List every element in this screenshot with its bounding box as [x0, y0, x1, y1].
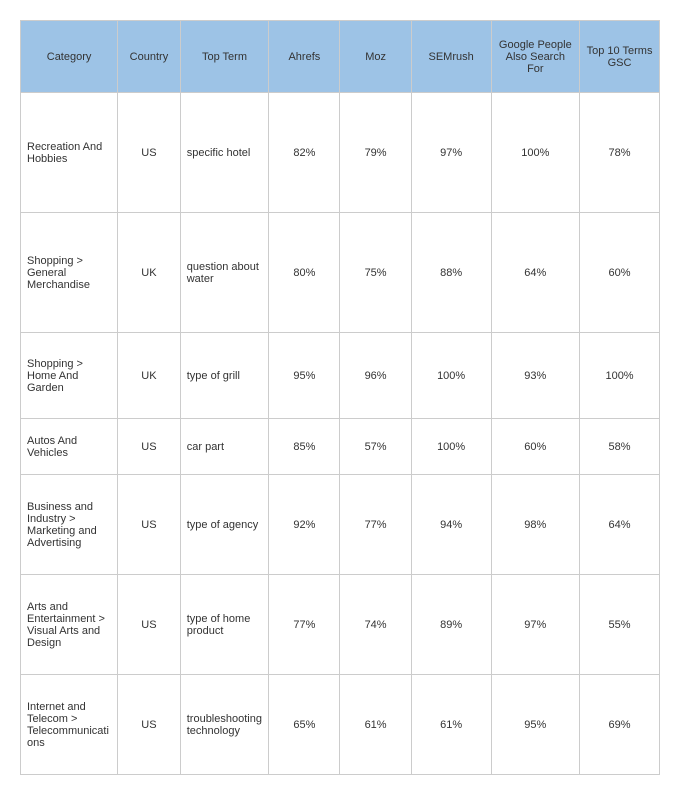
- cell-ahrefs: 80%: [269, 213, 340, 333]
- col-header-semrush: SEMrush: [411, 21, 491, 93]
- cell-semrush: 100%: [411, 333, 491, 419]
- col-header-ahrefs: Ahrefs: [269, 21, 340, 93]
- table-row: Business and Industry > Marketing and Ad…: [21, 475, 660, 575]
- cell-ahrefs: 82%: [269, 93, 340, 213]
- table-row: Arts and Entertainment > Visual Arts and…: [21, 575, 660, 675]
- cell-topterm: type of agency: [180, 475, 269, 575]
- cell-category: Recreation And Hobbies: [21, 93, 118, 213]
- col-header-top10: Top 10 Terms GSC: [580, 21, 660, 93]
- cell-country: US: [118, 675, 181, 775]
- cell-top10: 60%: [580, 213, 660, 333]
- table-row: Autos And Vehicles US car part 85% 57% 1…: [21, 419, 660, 475]
- table-row: Shopping > General Merchandise UK questi…: [21, 213, 660, 333]
- cell-category: Business and Industry > Marketing and Ad…: [21, 475, 118, 575]
- cell-semrush: 100%: [411, 419, 491, 475]
- cell-gpasf: 93%: [491, 333, 580, 419]
- cell-semrush: 88%: [411, 213, 491, 333]
- col-header-moz: Moz: [340, 21, 411, 93]
- cell-ahrefs: 92%: [269, 475, 340, 575]
- col-header-country: Country: [118, 21, 181, 93]
- cell-country: UK: [118, 333, 181, 419]
- cell-top10: 64%: [580, 475, 660, 575]
- cell-topterm: specific hotel: [180, 93, 269, 213]
- cell-topterm: question about water: [180, 213, 269, 333]
- table-header: Category Country Top Term Ahrefs Moz SEM…: [21, 21, 660, 93]
- table-row: Shopping > Home And Garden UK type of gr…: [21, 333, 660, 419]
- cell-semrush: 61%: [411, 675, 491, 775]
- table-body: Recreation And Hobbies US specific hotel…: [21, 93, 660, 775]
- cell-category: Shopping > Home And Garden: [21, 333, 118, 419]
- table-row: Recreation And Hobbies US specific hotel…: [21, 93, 660, 213]
- cell-gpasf: 60%: [491, 419, 580, 475]
- cell-moz: 57%: [340, 419, 411, 475]
- col-header-category: Category: [21, 21, 118, 93]
- cell-gpasf: 95%: [491, 675, 580, 775]
- cell-moz: 96%: [340, 333, 411, 419]
- cell-category: Internet and Telecom > Telecommunication…: [21, 675, 118, 775]
- data-table: Category Country Top Term Ahrefs Moz SEM…: [20, 20, 660, 775]
- cell-top10: 69%: [580, 675, 660, 775]
- cell-country: US: [118, 475, 181, 575]
- cell-topterm: type of grill: [180, 333, 269, 419]
- cell-semrush: 94%: [411, 475, 491, 575]
- cell-ahrefs: 95%: [269, 333, 340, 419]
- table-row: Internet and Telecom > Telecommunication…: [21, 675, 660, 775]
- col-header-topterm: Top Term: [180, 21, 269, 93]
- cell-gpasf: 98%: [491, 475, 580, 575]
- cell-gpasf: 64%: [491, 213, 580, 333]
- cell-top10: 100%: [580, 333, 660, 419]
- cell-topterm: type of home product: [180, 575, 269, 675]
- cell-country: US: [118, 419, 181, 475]
- cell-moz: 77%: [340, 475, 411, 575]
- cell-country: UK: [118, 213, 181, 333]
- cell-top10: 58%: [580, 419, 660, 475]
- cell-category: Shopping > General Merchandise: [21, 213, 118, 333]
- cell-ahrefs: 85%: [269, 419, 340, 475]
- cell-gpasf: 100%: [491, 93, 580, 213]
- cell-moz: 74%: [340, 575, 411, 675]
- cell-gpasf: 97%: [491, 575, 580, 675]
- cell-country: US: [118, 93, 181, 213]
- cell-ahrefs: 77%: [269, 575, 340, 675]
- cell-semrush: 97%: [411, 93, 491, 213]
- cell-moz: 79%: [340, 93, 411, 213]
- cell-category: Arts and Entertainment > Visual Arts and…: [21, 575, 118, 675]
- cell-moz: 75%: [340, 213, 411, 333]
- cell-country: US: [118, 575, 181, 675]
- cell-moz: 61%: [340, 675, 411, 775]
- cell-topterm: car part: [180, 419, 269, 475]
- cell-ahrefs: 65%: [269, 675, 340, 775]
- cell-topterm: troubleshooting technology: [180, 675, 269, 775]
- cell-top10: 55%: [580, 575, 660, 675]
- cell-top10: 78%: [580, 93, 660, 213]
- col-header-gpasf: Google People Also Search For: [491, 21, 580, 93]
- cell-semrush: 89%: [411, 575, 491, 675]
- cell-category: Autos And Vehicles: [21, 419, 118, 475]
